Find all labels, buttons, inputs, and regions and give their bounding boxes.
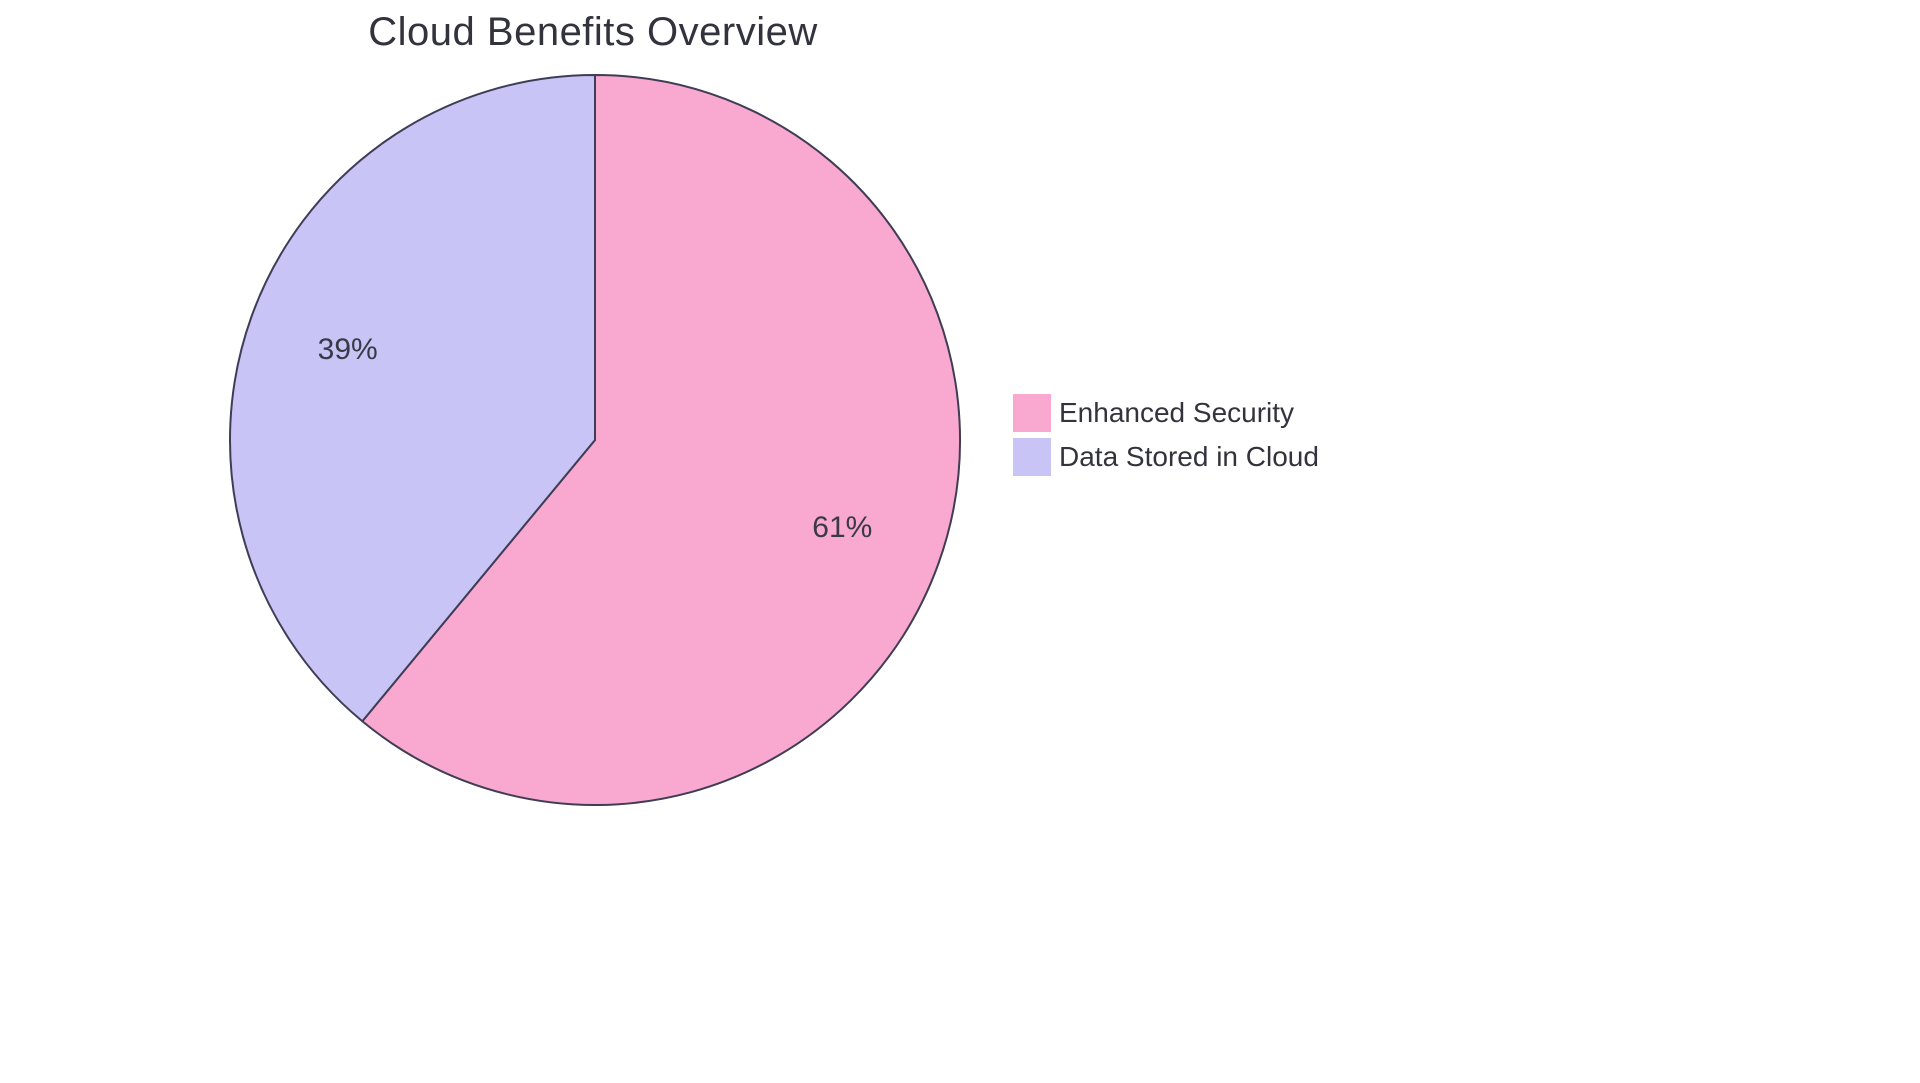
legend-item-data-stored-in-cloud: Data Stored in Cloud [1013,437,1319,476]
pie-slice-data-stored-in-cloud [229,74,596,723]
pie-percent-label: 39% [318,333,378,366]
legend: Enhanced Security Data Stored in Cloud [1013,393,1319,476]
legend-label-data-stored-in-cloud: Data Stored in Cloud [1059,440,1319,472]
pie-slice-enhanced-security [361,74,961,806]
legend-swatch-data-stored-in-cloud [1013,437,1051,476]
chart-title: Cloud Benefits Overview [368,10,818,54]
legend-item-enhanced-security: Enhanced Security [1013,393,1319,432]
legend-label-enhanced-security: Enhanced Security [1059,396,1295,428]
legend-swatch-enhanced-security [1013,393,1051,432]
pie-percent-label: 61% [812,511,872,544]
